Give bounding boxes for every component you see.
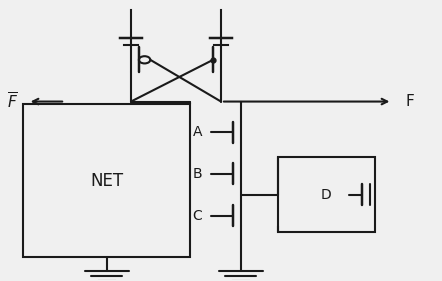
Bar	[278, 157, 375, 232]
Bar	[23, 104, 190, 257]
Text: D: D	[321, 188, 332, 202]
Text: A: A	[193, 125, 202, 139]
Text: C: C	[192, 209, 202, 223]
Text: $\overline{F}$: $\overline{F}$	[7, 92, 18, 112]
Text: F: F	[405, 94, 414, 109]
Text: B: B	[192, 167, 202, 181]
Text: NET: NET	[90, 172, 123, 190]
